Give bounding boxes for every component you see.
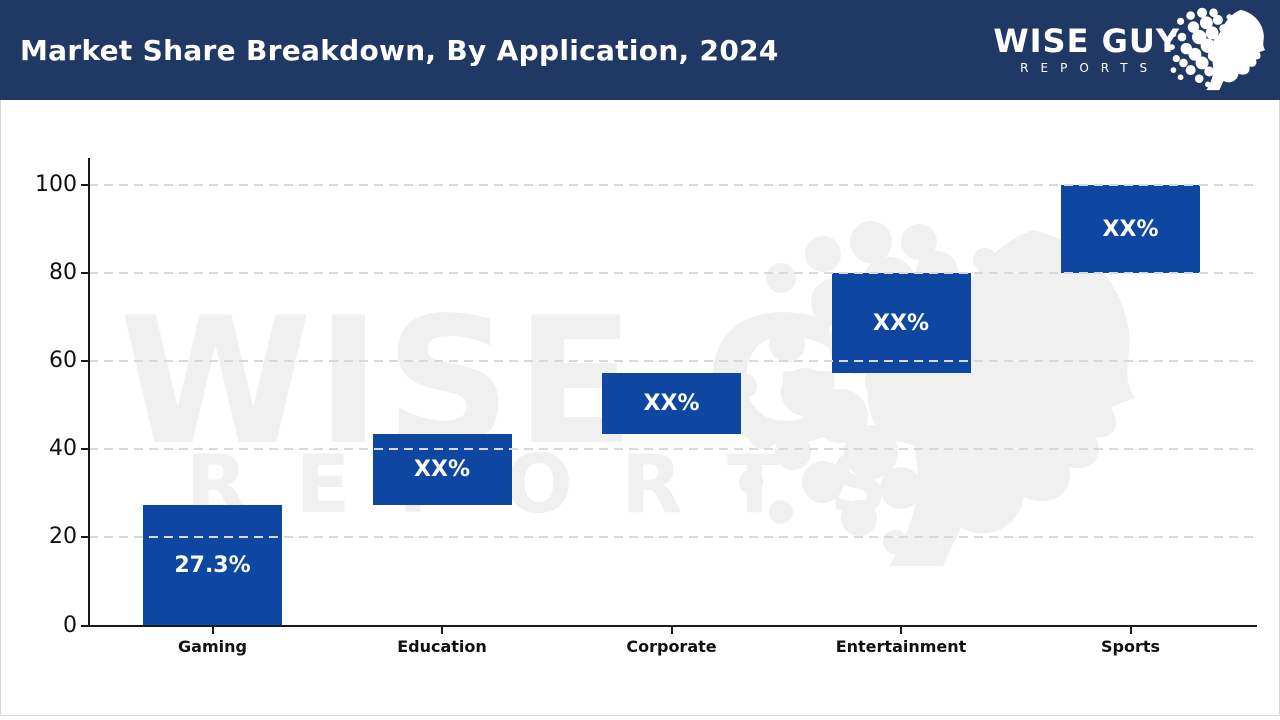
brand-wordmark-line1: WISE GUY (993, 22, 1180, 60)
y-axis-line (88, 158, 90, 627)
bar-label-gaming: 27.3% (174, 552, 251, 578)
plot-area: WISE GUY REPORTS 02040608010027.3%Gaming… (0, 100, 1280, 716)
category-label-gaming: Gaming (178, 637, 247, 656)
y-tick-label-0: 0 (63, 612, 77, 638)
y-tick-label-80: 80 (49, 260, 77, 286)
bar-sports: XX% (1061, 185, 1200, 274)
brand-wordmark-line2: REPORTS (1020, 61, 1160, 75)
bar-gaming: 27.3% (143, 505, 282, 626)
brand-logo: WISE GUY REPORTS (993, 2, 1274, 98)
y-tick-label-20: 20 (49, 524, 77, 550)
bar-label-sports: XX% (1102, 216, 1159, 242)
y-tick-label-100: 100 (35, 172, 77, 197)
gridline-20 (89, 536, 1257, 539)
y-tick-mark-40 (81, 448, 89, 451)
gridline-40 (89, 448, 1257, 451)
y-tick-mark-100 (81, 184, 89, 186)
gridline-60 (89, 360, 1257, 363)
brand-wordmark: WISE GUY REPORTS (993, 25, 1180, 75)
header-banner: Market Share Breakdown, By Application, … (0, 0, 1280, 100)
category-label-sports: Sports (1100, 637, 1161, 656)
gridline-100 (89, 184, 1257, 186)
y-tick-label-60: 60 (49, 348, 77, 374)
y-tick-mark-20 (81, 536, 89, 539)
bar-corporate: XX% (602, 373, 741, 434)
y-tick-mark-60 (81, 360, 89, 363)
bar-label-corporate: XX% (643, 390, 700, 416)
x-tick-mark-gaming (211, 627, 214, 634)
x-tick-mark-sports (1129, 627, 1132, 634)
x-tick-mark-entertainment (900, 627, 902, 634)
y-tick-mark-0 (81, 624, 89, 627)
bar-label-education: XX% (414, 457, 470, 483)
bar-entertainment: XX% (831, 273, 971, 374)
category-label-entertainment: Entertainment (835, 637, 967, 656)
y-tick-mark-80 (81, 272, 89, 275)
x-tick-mark-education (441, 627, 443, 634)
x-tick-mark-corporate (670, 627, 673, 634)
category-label-corporate: Corporate (626, 637, 717, 656)
page-title: Market Share Breakdown, By Application, … (20, 33, 779, 67)
y-tick-label-40: 40 (49, 436, 77, 462)
bar-education: XX% (372, 433, 512, 506)
brand-face-icon (1166, 7, 1274, 93)
gridline-80 (89, 272, 1257, 275)
x-axis-line (87, 625, 1257, 627)
bar-label-entertainment: XX% (873, 310, 929, 336)
category-label-education: Education (397, 637, 487, 656)
